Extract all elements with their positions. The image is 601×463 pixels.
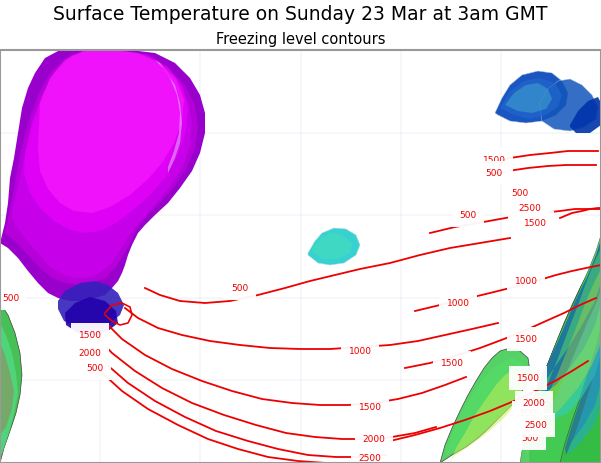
Text: 2500: 2500 [519,204,542,213]
Polygon shape [5,50,198,285]
Text: 1500: 1500 [79,331,102,339]
Text: 2000: 2000 [362,434,385,444]
Text: 500: 500 [511,188,529,198]
Text: Surface Temperature on Sunday 23 Mar at 3am GMT: Surface Temperature on Sunday 23 Mar at … [53,5,548,24]
Text: 1000: 1000 [514,276,537,286]
Text: 1500: 1500 [523,219,546,227]
Text: 500: 500 [486,169,502,177]
Polygon shape [0,50,205,301]
Polygon shape [540,239,601,395]
Text: 1500: 1500 [483,156,505,164]
Polygon shape [24,50,188,233]
Polygon shape [445,358,526,455]
Text: 500: 500 [231,283,249,293]
Polygon shape [560,328,601,463]
Text: 1000: 1000 [349,346,371,356]
Text: 500: 500 [522,433,538,443]
Polygon shape [520,235,601,463]
Polygon shape [12,50,192,278]
Polygon shape [570,97,601,133]
Polygon shape [440,348,530,463]
Polygon shape [568,343,601,455]
Polygon shape [530,243,601,463]
Text: 1500: 1500 [514,334,537,344]
Polygon shape [38,50,184,213]
Text: 2000: 2000 [522,399,546,407]
Polygon shape [58,281,124,327]
Text: 1500: 1500 [516,374,540,382]
Text: 500: 500 [516,208,532,218]
Text: 500: 500 [2,294,19,302]
Text: 500: 500 [87,363,103,373]
Polygon shape [65,297,118,335]
Polygon shape [525,269,601,463]
Polygon shape [312,233,352,259]
Polygon shape [0,323,18,458]
Polygon shape [495,71,568,123]
Text: 500: 500 [459,211,477,219]
Polygon shape [450,369,524,463]
Text: 2000: 2000 [79,349,102,357]
Polygon shape [540,79,598,131]
Text: 1500: 1500 [441,358,463,368]
Text: 1000: 1000 [447,299,469,307]
Polygon shape [522,248,601,453]
Text: 1500: 1500 [359,402,382,412]
Polygon shape [308,228,360,265]
Text: 2500: 2500 [525,420,548,430]
Text: 500: 500 [519,408,537,418]
Polygon shape [155,60,182,173]
Polygon shape [565,333,601,455]
Text: Freezing level contours: Freezing level contours [216,31,385,46]
Polygon shape [0,303,22,463]
Polygon shape [550,288,601,419]
Text: 2500: 2500 [359,453,382,463]
Polygon shape [505,83,552,113]
Polygon shape [0,343,14,435]
Polygon shape [500,78,562,119]
